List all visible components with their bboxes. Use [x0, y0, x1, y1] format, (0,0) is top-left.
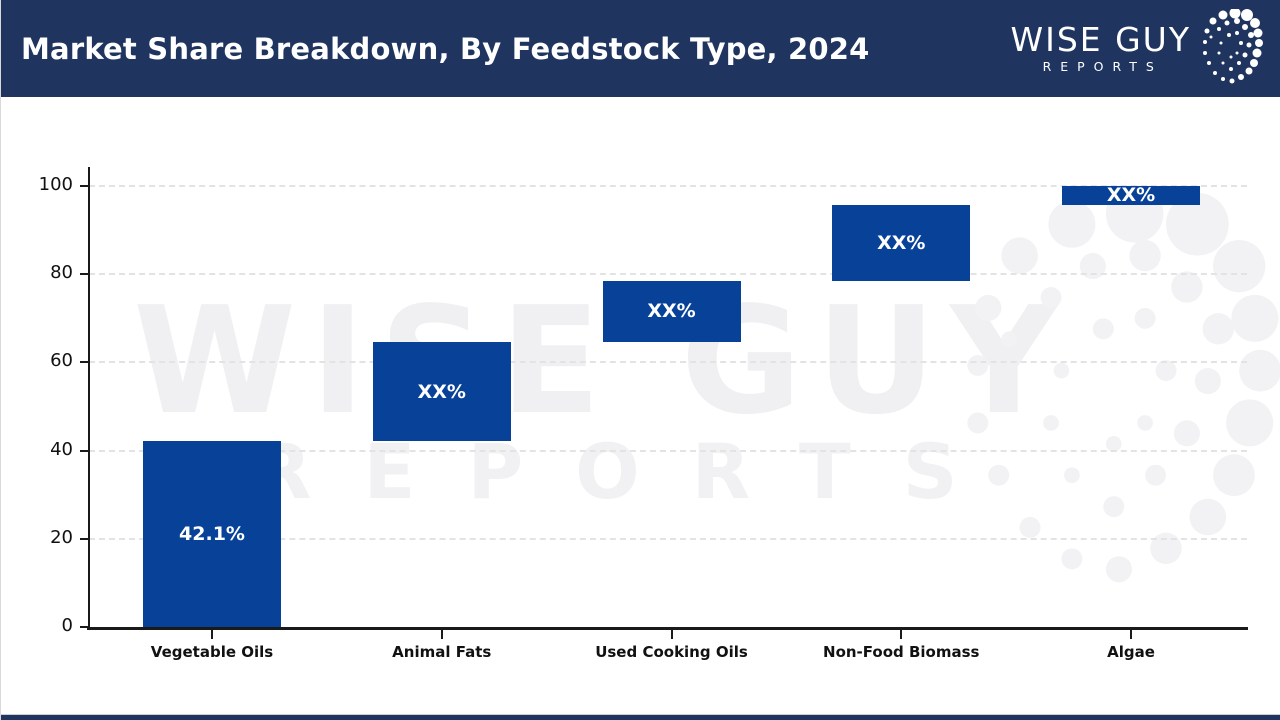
watermark-subtext: REPORTS	[253, 427, 1010, 516]
bar-3: XX%	[832, 204, 971, 281]
chart-area: WISE GUY REPORTS 0 20 40 60 80 100 Vegetable O…	[1, 97, 1280, 714]
bar-value-label: XX%	[877, 231, 926, 254]
category-label: Used Cooking Oils	[595, 643, 748, 661]
category-label: Algae	[1107, 643, 1155, 661]
y-tick-label-80: 80	[50, 262, 73, 284]
y-tick-100	[80, 185, 89, 187]
y-tick-label-0: 0	[61, 615, 73, 636]
watermark-text: WISE GUY	[133, 275, 1072, 447]
footer-bar	[1, 714, 1280, 720]
category-label: Non-Food Biomass	[823, 643, 980, 661]
y-tick-80	[80, 273, 89, 276]
brand-logo: WISE GUY REPORTS	[1010, 8, 1263, 89]
bar-value-label: 42.1%	[179, 523, 245, 546]
gridline-80	[89, 273, 1247, 276]
bar-1: XX%	[372, 342, 511, 442]
bar-0: 42.1%	[143, 441, 281, 627]
chart-title: Market Share Breakdown, By Feedstock Typ…	[21, 31, 870, 66]
y-tick-0	[80, 626, 89, 628]
y-tick-40	[80, 449, 89, 452]
bar-2: XX%	[602, 280, 741, 343]
logo-face-icon	[1203, 8, 1263, 83]
gridline-100	[89, 185, 1247, 187]
y-tick-label-20: 20	[50, 526, 73, 548]
x-tick-4	[1130, 630, 1132, 639]
y-tick-20	[80, 537, 89, 540]
bar-value-label: XX%	[1106, 184, 1156, 207]
bar-value-label: XX%	[417, 380, 466, 403]
gridline-20	[89, 537, 1247, 540]
header: Market Share Breakdown, By Feedstock Typ…	[1, 0, 1280, 97]
y-tick-60	[80, 361, 89, 364]
gridline-60	[89, 361, 1247, 364]
x-tick-1	[440, 630, 443, 639]
x-tick-2	[670, 630, 673, 639]
bar-4: XX%	[1062, 184, 1200, 207]
watermark-face-icon	[967, 192, 1280, 583]
bar-value-label: XX%	[647, 300, 696, 323]
logo-subtext: REPORTS	[1042, 59, 1163, 75]
x-tick-0	[211, 630, 213, 639]
x-axis	[87, 627, 1248, 630]
logo-wordmark: WISE GUY	[1010, 19, 1191, 59]
x-tick-3	[900, 630, 903, 639]
y-tick-label-40: 40	[50, 438, 73, 460]
gridline-40	[89, 449, 1247, 452]
category-label: Vegetable Oils	[150, 643, 274, 661]
category-label: Animal Fats	[392, 643, 492, 661]
y-tick-label-100: 100	[38, 174, 73, 195]
y-tick-label-60: 60	[50, 350, 73, 372]
y-axis	[88, 167, 90, 630]
